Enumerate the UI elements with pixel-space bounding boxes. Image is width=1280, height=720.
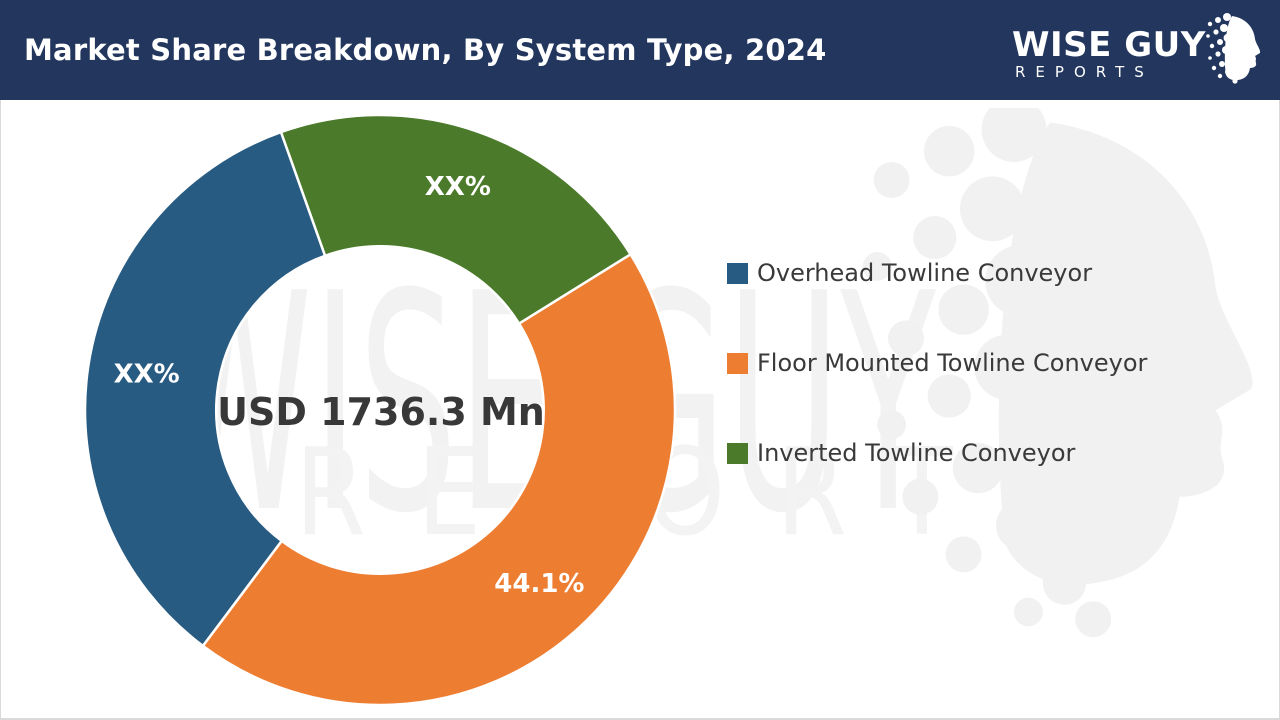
donut-slice-1: [201, 252, 677, 707]
page-border-bottom: [0, 718, 1280, 720]
donut-chart: USD 1736.3 Mn XX% XX% 44.1%: [83, 113, 677, 707]
legend-swatch-floor-mounted: [727, 352, 748, 374]
legend: Overhead Towline Conveyor Floor Mounted …: [727, 258, 1147, 528]
page-title: Market Share Breakdown, By System Type, …: [24, 33, 827, 67]
slice-value-label-0: XX%: [114, 360, 180, 390]
legend-label-floor-mounted: Floor Mounted Towline Conveyor: [757, 349, 1148, 377]
legend-label-overhead: Overhead Towline Conveyor: [757, 259, 1093, 287]
header: Market Share Breakdown, By System Type, …: [0, 0, 1280, 100]
legend-swatch-inverted: [727, 442, 748, 464]
legend-label-inverted: Inverted Towline Conveyor: [757, 439, 1076, 467]
watermark-face-icon: [862, 108, 1253, 638]
slice-value-label-1: 44.1%: [494, 569, 584, 599]
legend-item-inverted: Inverted Towline Conveyor: [727, 438, 1147, 468]
donut-slice-0: [83, 130, 327, 648]
logo-face-icon: [1206, 13, 1261, 84]
page-border-left: [0, 100, 1, 720]
legend-swatch-overhead: [727, 262, 748, 284]
legend-item-overhead: Overhead Towline Conveyor: [727, 258, 1147, 288]
wise-guy-reports-logo: WISE GUY REPORTS: [1012, 13, 1261, 84]
donut-slice-2: [279, 113, 633, 326]
watermark-reports-text: REPORTS: [295, 424, 1120, 563]
chart-center-value: USD 1736.3 Mn: [217, 390, 545, 434]
logo-brand-text: WISE GUY: [1012, 25, 1206, 65]
logo-reports-text: REPORTS: [1015, 63, 1154, 81]
slice-value-label-2: XX%: [425, 172, 491, 202]
legend-item-floor-mounted: Floor Mounted Towline Conveyor: [727, 348, 1147, 378]
